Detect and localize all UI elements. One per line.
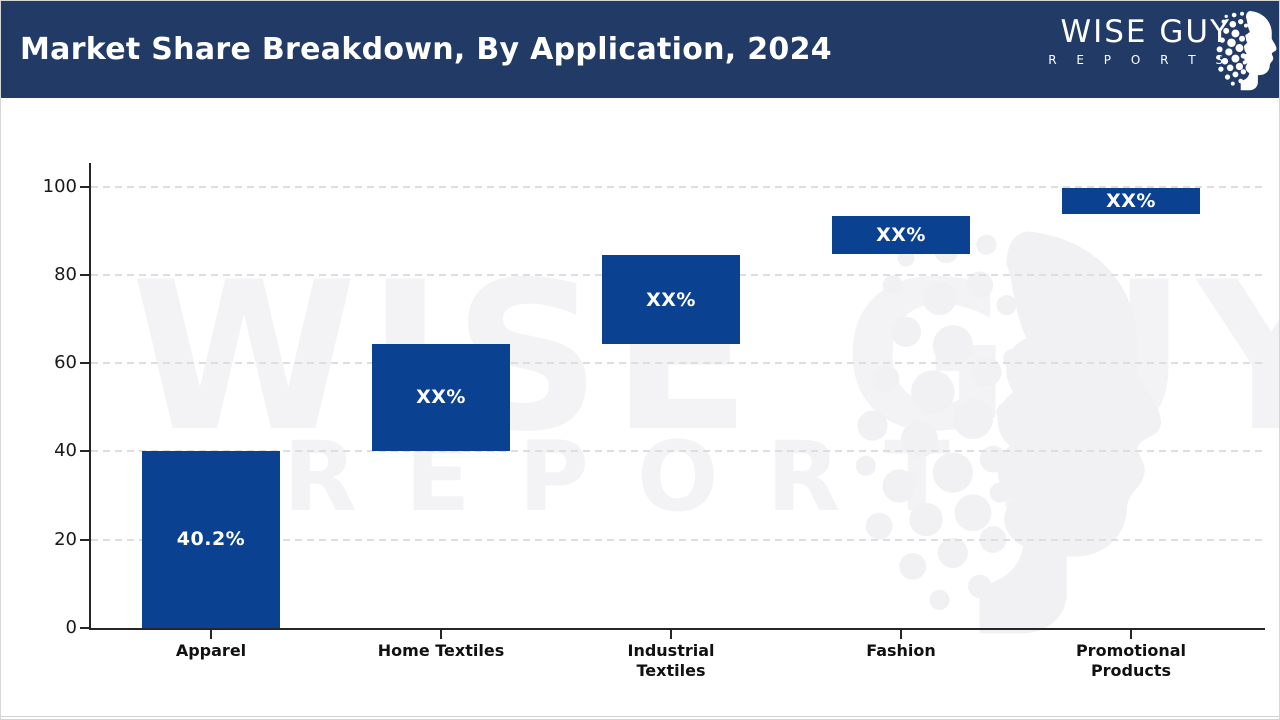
category-label-line: Apparel [175,641,247,660]
logo-head-icon [1216,11,1277,91]
gridline-20 [91,538,1263,541]
y-tick-label-100: 100 [42,175,77,197]
bar-value-label: 40.2% [176,528,246,551]
category-label-line: Products [1090,661,1172,680]
watermark-head-logo [855,231,1162,634]
category-label-apparel: Apparel [101,641,321,661]
category-label-industrial-textiles: Industrial Textiles [561,641,781,681]
y-tick-label-20: 20 [54,528,77,550]
y-tick-80 [80,273,89,276]
x-tick-0 [210,630,212,639]
y-tick-label-0: 0 [65,617,77,638]
bar-industrial-textiles: XX% [602,255,740,345]
logo-wordmark: WISE GUY [1060,14,1231,50]
y-tick-0 [80,627,89,629]
bar-apparel: 40.2% [142,450,280,628]
category-label-line: Industrial [627,641,715,660]
logo-subtitle: R E P O R T S [1048,52,1231,67]
gridline-100 [91,185,1263,188]
category-label-line: Textiles [636,661,706,680]
category-label-promotional-products: Promotional Products [1021,641,1241,681]
bar-promotional-products: XX% [1062,188,1200,215]
x-tick-2 [670,630,672,639]
y-tick-20 [80,538,89,541]
bar-fashion: XX% [832,216,970,255]
y-tick-40 [80,450,89,453]
y-tick-60 [80,362,89,365]
category-label-line: Promotional [1075,641,1187,660]
bar-home-textiles: XX% [372,344,510,451]
bar-value-label: XX% [416,386,466,409]
y-axis-spine [89,163,91,630]
page-title: Market Share Breakdown, By Application, … [20,32,832,67]
category-label-fashion: Fashion [791,641,1011,661]
y-tick-label-40: 40 [54,440,77,462]
x-tick-3 [900,630,902,639]
x-axis-spine [89,628,1265,630]
y-tick-label-80: 80 [54,263,77,285]
category-label-line: Home Textiles [377,641,505,660]
bar-value-label: XX% [646,288,696,311]
gridline-40 [91,450,1263,453]
bar-value-label: XX% [1106,190,1156,213]
y-tick-label-60: 60 [54,352,77,374]
bar-value-label: XX% [876,224,926,247]
bottom-border-line [1,716,1279,717]
category-label-line: Fashion [866,641,936,660]
title-bar: Market Share Breakdown, By Application, … [1,1,1279,98]
wiseguy-logo: WISE GUY R E P O R T S [1001,13,1231,67]
x-tick-4 [1130,630,1132,639]
category-label-home-textiles: Home Textiles [331,641,551,661]
x-tick-1 [440,630,442,639]
gridline-60 [91,362,1263,365]
y-tick-100 [80,185,89,188]
